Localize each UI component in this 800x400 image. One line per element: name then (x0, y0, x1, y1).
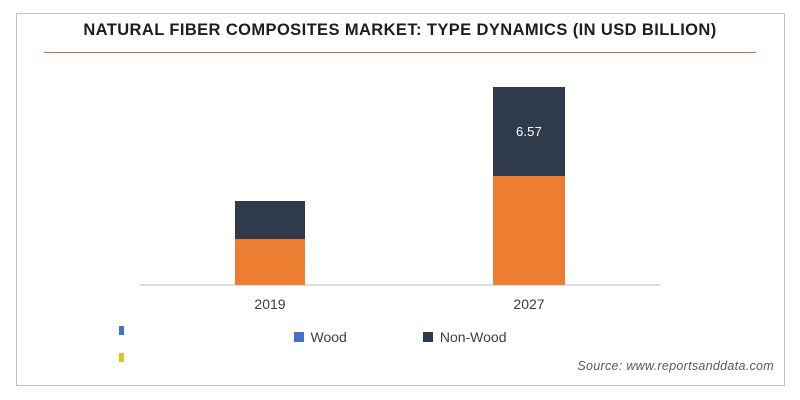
stray-legend-mark-blue (119, 326, 124, 335)
bar-segment-non-wood-2019 (235, 201, 305, 239)
stacked-bar-2027: 6.57 (493, 87, 565, 285)
stray-legend-mark-yellow (119, 353, 124, 362)
legend-item-non-wood[interactable]: Non-Wood (422, 329, 507, 345)
source-credit: Source: www.reportsanddata.com (577, 359, 774, 373)
chart-title: NATURAL FIBER COMPOSITES MARKET: TYPE DY… (83, 21, 717, 39)
legend-swatch-wood (293, 332, 304, 342)
bar-segment-wood-2019 (235, 239, 305, 285)
chart-card-border (16, 13, 785, 386)
x-tick-label-2027: 2027 (513, 296, 545, 312)
legend: Wood Non-Wood (0, 329, 800, 345)
legend-label-wood: Wood (310, 329, 347, 345)
legend-label-non-wood: Non-Wood (439, 329, 507, 345)
title-underline-rule (44, 52, 756, 53)
data-label: 6.57 (515, 124, 543, 139)
bar-segment-wood-2027 (493, 176, 565, 285)
legend-item-wood[interactable]: Wood (293, 329, 347, 345)
x-axis-line (140, 284, 660, 286)
bar-segment-non-wood-2027: 6.57 (493, 87, 565, 176)
legend-swatch-non-wood (422, 332, 433, 342)
x-tick-label-2019: 2019 (254, 296, 286, 312)
stacked-bar-2019 (235, 201, 305, 285)
